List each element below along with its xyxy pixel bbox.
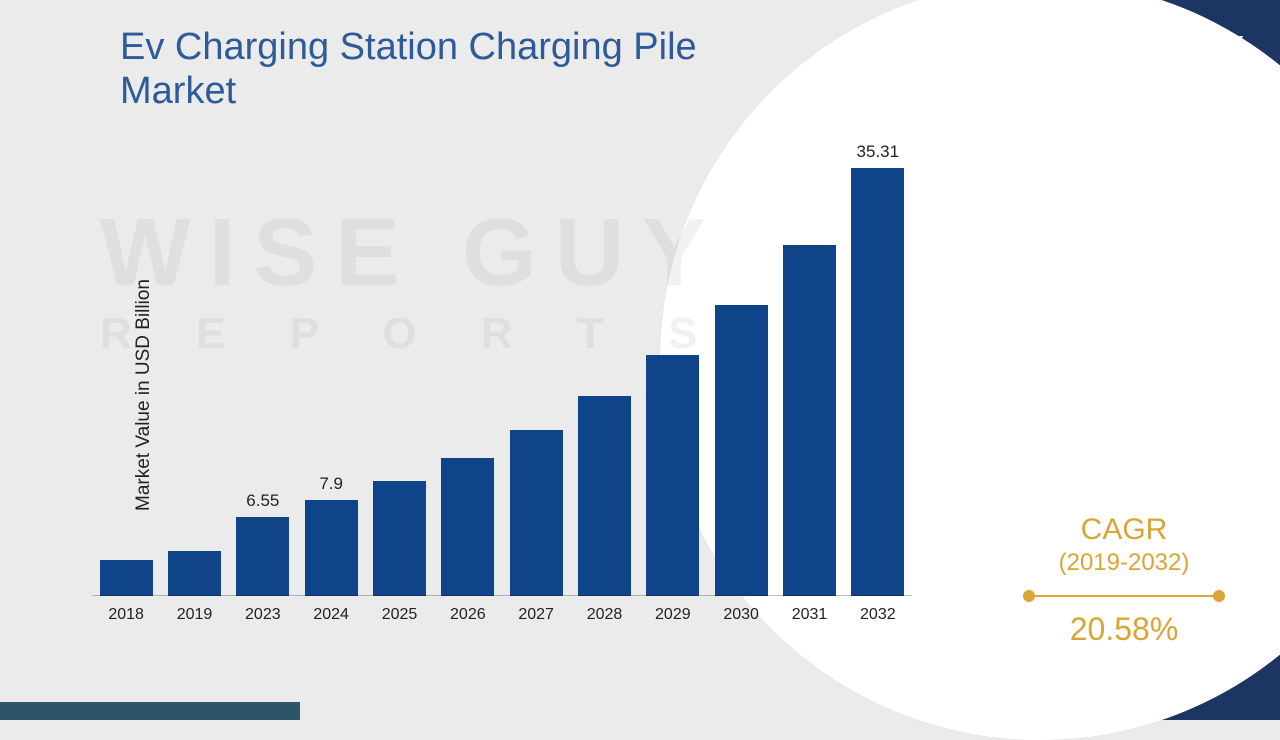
bar-value-label: 6.55 [236, 491, 289, 511]
footer-accent-bar [0, 702, 300, 720]
bar-chart: Market Value in USD Billion 201820192023… [72, 160, 912, 630]
x-tick-label: 2028 [578, 606, 631, 624]
bar [236, 517, 289, 596]
bar-track: 20236.55 [236, 517, 289, 596]
bar-track: 2025 [373, 481, 426, 596]
x-tick-label: 2023 [236, 606, 289, 624]
x-tick-label: 2027 [510, 606, 563, 624]
cagr-divider [1029, 595, 1219, 597]
bar-value-label: 35.31 [851, 142, 904, 162]
bar-track: 20247.9 [305, 500, 358, 596]
bar-value-label: 7.9 [305, 474, 358, 494]
cagr-label: CAGR [1004, 513, 1244, 547]
bar [851, 168, 904, 596]
bars-region: 2018 2019 20236.55 20247.9 2025 2026 2027 2028 2… [92, 160, 912, 596]
bar [441, 458, 494, 596]
cagr-period: (2019-2032) [1004, 549, 1244, 577]
bar-track: 2027 [510, 430, 563, 596]
x-tick-label: 2030 [715, 606, 768, 624]
x-tick-label: 2029 [646, 606, 699, 624]
bar [373, 481, 426, 596]
x-tick-label: 2031 [783, 606, 836, 624]
x-tick-label: 2026 [441, 606, 494, 624]
bar [715, 305, 768, 596]
x-tick-label: 2024 [305, 606, 358, 624]
bar-track: 203235.31 [851, 168, 904, 596]
bar-track: 2031 [783, 245, 836, 596]
bar [578, 396, 631, 596]
x-tick-label: 2025 [373, 606, 426, 624]
bar-track: 2030 [715, 305, 768, 596]
brand-logo: WISE GUY R E P O R T S [948, 28, 1246, 93]
cagr-block: CAGR (2019-2032) 20.58% [1004, 513, 1244, 648]
x-tick-label: 2019 [168, 606, 221, 624]
bar [783, 245, 836, 596]
bar [100, 560, 153, 596]
bar-track: 2028 [578, 396, 631, 596]
x-tick-label: 2032 [851, 606, 904, 624]
x-tick-label: 2018 [100, 606, 153, 624]
bar [646, 355, 699, 596]
bar-track: 2019 [168, 551, 221, 596]
bar [168, 551, 221, 596]
x-axis-baseline [92, 595, 912, 596]
bar-track: 2029 [646, 355, 699, 596]
bar [305, 500, 358, 596]
bar-track: 2018 [100, 560, 153, 596]
bar [510, 430, 563, 596]
ai-head-icon [1180, 48, 1252, 132]
bar-track: 2026 [441, 458, 494, 596]
chart-title: Ev Charging Station Charging Pile Market [120, 26, 740, 113]
cagr-value: 20.58% [1004, 611, 1244, 648]
